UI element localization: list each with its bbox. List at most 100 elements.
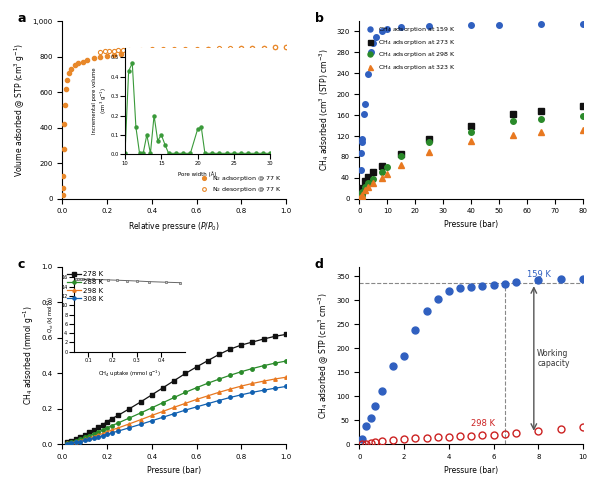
278 K: [126, 406, 133, 412]
CH$_4$ adsorption at 159 K: [580, 21, 587, 27]
CH$_4$ adsorption at 298 K: [580, 113, 587, 119]
N$_2$ adsorption @ 77 K: [97, 54, 104, 60]
288 K: [249, 366, 256, 372]
298 K: [104, 429, 111, 435]
288 K: [126, 415, 133, 421]
CH$_4$ adsorption at 273 K: [398, 151, 405, 157]
308 K: [170, 411, 178, 416]
N$_2$ adsorption @ 77 K: [110, 52, 118, 58]
Text: Working
capacity: Working capacity: [537, 349, 569, 368]
308 K: [249, 390, 256, 395]
298 K: [108, 427, 115, 433]
N$_2$ desorption @ 77 K: [283, 44, 290, 50]
288 K: [115, 420, 122, 426]
CH$_4$ adsorption at 323 K: [359, 191, 366, 197]
N$_2$ adsorption @ 77 K: [79, 58, 86, 64]
N$_2$ adsorption @ 77 K: [226, 46, 233, 52]
298 K: [99, 431, 106, 436]
CH$_4$ adsorption at 159 K: [467, 22, 475, 28]
N$_2$ adsorption @ 77 K: [74, 60, 82, 66]
N$_2$ adsorption @ 77 K: [238, 45, 245, 51]
308 K: [104, 431, 111, 437]
N$_2$ adsorption @ 77 K: [63, 77, 70, 83]
CH$_4$ adsorption at 323 K: [364, 184, 371, 190]
N$_2$ adsorption @ 77 K: [271, 45, 278, 51]
CH$_4$ adsorption at 323 K: [384, 171, 391, 177]
CH$_4$ adsorption at 273 K: [467, 123, 475, 129]
CH$_4$ adsorption at 323 K: [538, 129, 545, 135]
CH$_4$ adsorption at 273 K: [509, 111, 517, 117]
298 K: [90, 433, 97, 439]
278 K: [160, 385, 167, 391]
Text: a: a: [18, 12, 26, 25]
N$_2$ adsorption @ 77 K: [104, 53, 111, 59]
N$_2$ desorption @ 77 K: [260, 45, 267, 51]
CH$_4$ adsorption at 159 K: [384, 26, 391, 32]
278 K: [283, 332, 290, 337]
278 K: [95, 424, 102, 430]
CH$_4$ adsorption at 273 K: [426, 136, 433, 142]
N$_2$ adsorption @ 77 K: [148, 49, 155, 55]
308 K: [260, 387, 267, 393]
N$_2$ adsorption @ 77 K: [283, 44, 290, 50]
288 K: [182, 390, 189, 395]
CH$_4$ adsorption at 298 K: [359, 189, 366, 195]
N$_2$ desorption @ 77 K: [160, 46, 167, 52]
N$_2$ desorption @ 77 K: [204, 46, 211, 52]
298 K: [137, 417, 144, 423]
N$_2$ desorption @ 77 K: [271, 45, 278, 51]
N$_2$ desorption @ 77 K: [148, 47, 155, 53]
288 K: [260, 363, 267, 369]
Line: CH$_4$ adsorption at 159 K: CH$_4$ adsorption at 159 K: [357, 21, 586, 199]
298 K: [215, 390, 223, 395]
N$_2$ desorption @ 77 K: [193, 46, 200, 52]
CH$_4$ adsorption at 298 K: [378, 169, 385, 174]
CH$_4$ adsorption at 273 K: [538, 108, 545, 114]
298 K: [63, 440, 70, 446]
N$_2$ adsorption @ 77 K: [59, 185, 67, 191]
CH$_4$ adsorption at 323 K: [356, 195, 364, 201]
Line: 308 K: 308 K: [65, 385, 287, 445]
CH$_4$ adsorption at 159 K: [358, 139, 365, 145]
CH$_4$ adsorption at 159 K: [373, 34, 380, 39]
278 K: [72, 436, 79, 442]
308 K: [204, 401, 211, 407]
N$_2$ adsorption @ 77 K: [215, 46, 223, 52]
298 K: [249, 380, 256, 386]
308 K: [182, 407, 189, 413]
N$_2$ adsorption @ 77 K: [260, 45, 267, 51]
CH$_4$ adsorption at 298 K: [398, 153, 405, 159]
298 K: [283, 375, 290, 380]
308 K: [226, 394, 233, 400]
Line: N$_2$ adsorption @ 77 K: N$_2$ adsorption @ 77 K: [61, 45, 288, 197]
N$_2$ adsorption @ 77 K: [62, 86, 70, 92]
N$_2$ adsorption @ 77 K: [61, 121, 68, 127]
CH$_4$ adsorption at 273 K: [580, 103, 587, 109]
278 K: [226, 346, 233, 352]
298 K: [68, 440, 75, 446]
CH$_4$ adsorption at 159 K: [378, 29, 385, 35]
308 K: [99, 433, 106, 439]
CH$_4$ adsorption at 159 K: [367, 50, 374, 56]
Line: 278 K: 278 K: [65, 333, 287, 444]
288 K: [68, 439, 75, 445]
N$_2$ adsorption @ 77 K: [83, 57, 91, 63]
CH$_4$ adsorption at 159 K: [364, 72, 371, 77]
308 K: [72, 439, 79, 445]
308 K: [86, 436, 93, 442]
CH$_4$ adsorption at 273 K: [378, 164, 385, 169]
Line: 288 K: 288 K: [65, 359, 287, 445]
278 K: [215, 352, 223, 357]
CH$_4$ adsorption at 323 K: [378, 175, 385, 181]
N$_2$ desorption @ 77 K: [249, 45, 256, 51]
CH$_4$ adsorption at 298 K: [357, 193, 364, 199]
278 K: [104, 419, 111, 425]
278 K: [271, 334, 278, 339]
298 K: [81, 436, 88, 442]
278 K: [90, 427, 97, 433]
Legend: N$_2$ adsorption @ 77 K, N$_2$ desorption @ 77 K: N$_2$ adsorption @ 77 K, N$_2$ desorptio…: [197, 172, 283, 196]
308 K: [68, 440, 75, 446]
N$_2$ adsorption @ 77 K: [60, 146, 67, 152]
CH$_4$ adsorption at 159 K: [496, 22, 503, 28]
CH$_4$ adsorption at 323 K: [357, 194, 364, 200]
